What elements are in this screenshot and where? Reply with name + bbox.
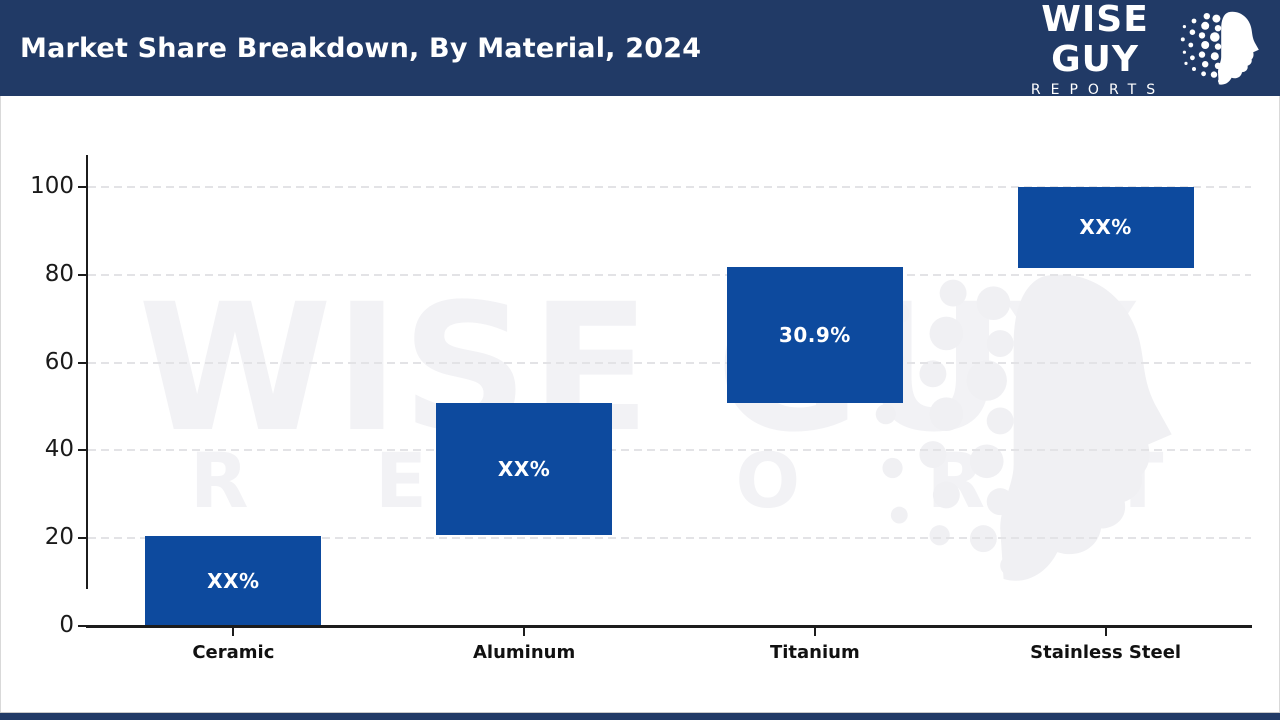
y-tick-label-60: 60: [44, 348, 74, 375]
logo-wordmark: WISE GUY: [1041, 0, 1149, 80]
bar-titanium: 30.9%: [726, 266, 903, 403]
x-axis-label-aluminum: Aluminum: [473, 642, 576, 663]
bar-value-label: XX%: [207, 568, 260, 593]
y-axis-line: [86, 155, 88, 589]
wise-guy-reports-logo: WISE GUY REPORTS: [1016, 0, 1266, 98]
y-tick-label-100: 100: [30, 173, 74, 199]
y-tick-label-0: 0: [59, 612, 74, 638]
header-bar: Market Share Breakdown, By Material, 202…: [0, 0, 1280, 98]
y-tick-mark-0: [78, 625, 87, 627]
bar-value-label: XX%: [1079, 215, 1132, 240]
bar-value-label: XX%: [497, 457, 551, 482]
x-tick-mark-3: [1104, 628, 1107, 636]
gridline-y-60: [88, 361, 1251, 364]
footer-bar: [0, 712, 1280, 720]
y-tick-mark-40: [78, 449, 87, 452]
y-tick-label-80: 80: [44, 260, 74, 287]
dotted-head-icon: [1180, 11, 1259, 85]
x-axis-line: [86, 625, 1252, 628]
watermark-dotted-head: [875, 274, 1172, 581]
y-tick-label-20: 20: [44, 524, 74, 551]
x-axis-label-titanium: Titanium: [769, 642, 860, 663]
gridline-y-20: [88, 537, 1251, 540]
plot-area: 0 20 40 60 80 100 XX% Ceramic XX% Aluminum 30.9% Ti…: [0, 96, 1280, 720]
x-tick-mark-2: [813, 628, 816, 636]
gridline-y-100: [88, 186, 1251, 188]
y-tick-mark-60: [78, 361, 87, 364]
gridline-y-40: [88, 449, 1251, 452]
x-tick-mark-1: [523, 628, 526, 636]
chart-canvas: WISE GUY R E P O R T S 0 20 40 60 80 100 XX% Ce…: [0, 96, 1280, 720]
watermark-wordmark: WISE GUY: [138, 266, 1137, 471]
gridline-y-80: [88, 273, 1251, 276]
x-axis-label-stainless-steel: Stainless Steel: [1030, 642, 1182, 663]
y-tick-mark-80: [78, 273, 87, 276]
x-tick-mark-0: [232, 628, 235, 636]
bar-aluminum: XX%: [436, 402, 613, 536]
bar-stainless-steel: XX%: [1017, 187, 1194, 268]
frame-left-border: [0, 96, 1, 720]
y-tick-label-40: 40: [44, 436, 74, 463]
y-tick-mark-20: [78, 537, 87, 540]
y-tick-mark-100: [78, 186, 87, 188]
logo-text: WISE GUY REPORTS: [1016, 0, 1174, 98]
x-axis-label-ceramic: Ceramic: [192, 642, 275, 663]
page-title: Market Share Breakdown, By Material, 202…: [20, 32, 702, 64]
bar-value-label: 30.9%: [778, 322, 851, 347]
logo-subtitle: REPORTS: [1030, 82, 1166, 98]
bar-ceramic: XX%: [145, 536, 322, 626]
